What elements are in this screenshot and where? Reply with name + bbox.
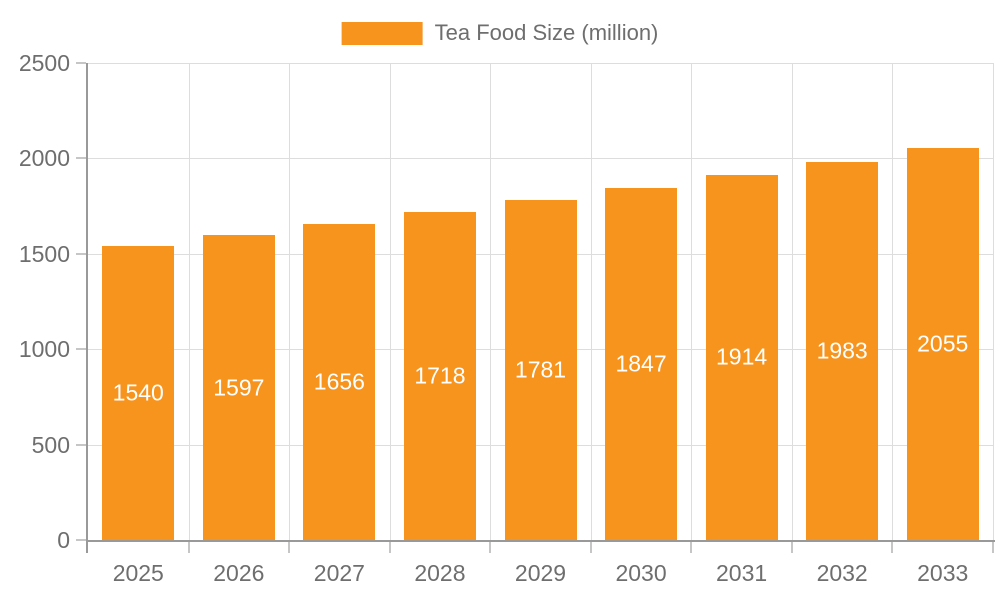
y-axis-tick [76, 539, 86, 541]
h-gridline [88, 63, 993, 64]
x-axis-tick [187, 542, 190, 553]
plot-area: 1540 1597 1656 1718 1781 1847 1914 1983 2055 [88, 63, 994, 540]
x-axis-tick [790, 542, 793, 553]
x-axis-tick-label: 2030 [615, 560, 667, 586]
y-axis-tick [76, 157, 86, 160]
legend-label: Tea Food Size (million) [434, 20, 659, 45]
bar-value-label: 2055 [917, 330, 969, 357]
bar-value-label: 1847 [615, 350, 667, 377]
y-axis-tick-label: 1000 [18, 336, 70, 363]
bar-value-label: 1540 [112, 379, 164, 406]
y-axis-tick-label: 1500 [18, 240, 70, 267]
bar-value-label: 1718 [414, 362, 466, 389]
x-axis-tick [891, 542, 894, 553]
x-axis-tick [388, 542, 391, 553]
h-gridline [88, 158, 993, 160]
legend-swatch [341, 21, 423, 45]
v-gridline [289, 63, 291, 540]
x-axis-tick-label: 2032 [816, 560, 868, 586]
bar-value-label: 1914 [716, 343, 768, 370]
bar-2026[interactable]: 1597 [202, 235, 275, 540]
bar-value-label: 1656 [313, 368, 365, 395]
y-axis-tick-label: 2500 [18, 50, 70, 76]
v-gridline [892, 63, 894, 540]
bar-2032[interactable]: 1983 [806, 161, 879, 540]
x-axis-tick-label: 2031 [716, 560, 768, 586]
v-gridline [188, 63, 190, 540]
v-gridline [389, 63, 391, 540]
bar-2031[interactable]: 1914 [705, 174, 778, 540]
y-axis-tick-label: 500 [31, 431, 70, 458]
v-gridline [791, 63, 793, 540]
bar-value-label: 1983 [816, 337, 868, 364]
y-axis-tick [76, 252, 86, 255]
bar-2027[interactable]: 1656 [303, 224, 376, 540]
bar-2033[interactable]: 2055 [906, 147, 979, 540]
x-axis-tick-label: 2033 [917, 560, 969, 586]
x-axis-tick [992, 542, 994, 553]
legend-item[interactable]: Tea Food Size (million) [341, 20, 659, 46]
y-axis-tick [76, 62, 86, 64]
bar-2029[interactable]: 1781 [504, 200, 577, 540]
y-axis-tick-label: 0 [57, 527, 70, 553]
x-axis-tick [288, 542, 291, 553]
bar-2028[interactable]: 1718 [403, 212, 476, 540]
bar-2025[interactable]: 1540 [102, 246, 175, 540]
v-gridline [590, 63, 592, 540]
v-gridline [490, 63, 492, 540]
x-axis-tick-label: 2027 [313, 560, 365, 586]
x-axis-tick [489, 542, 492, 553]
v-gridline [691, 63, 693, 540]
y-axis-tick [76, 348, 86, 351]
x-axis-tick-label: 2028 [414, 560, 466, 586]
y-axis-line [86, 63, 88, 553]
x-axis-tick-label: 2025 [112, 560, 164, 586]
bar-value-label: 1781 [514, 356, 567, 383]
v-gridline [993, 63, 994, 540]
x-axis-line [86, 540, 995, 542]
y-axis-tick-label: 2000 [18, 145, 70, 172]
bar-2030[interactable]: 1847 [605, 187, 678, 540]
x-axis-tick [589, 542, 592, 553]
y-axis-tick [76, 443, 86, 446]
x-axis-tick [690, 542, 693, 553]
x-axis-tick-label: 2026 [213, 560, 265, 586]
bar-value-label: 1597 [213, 374, 265, 401]
x-axis-tick-label: 2029 [514, 560, 567, 586]
